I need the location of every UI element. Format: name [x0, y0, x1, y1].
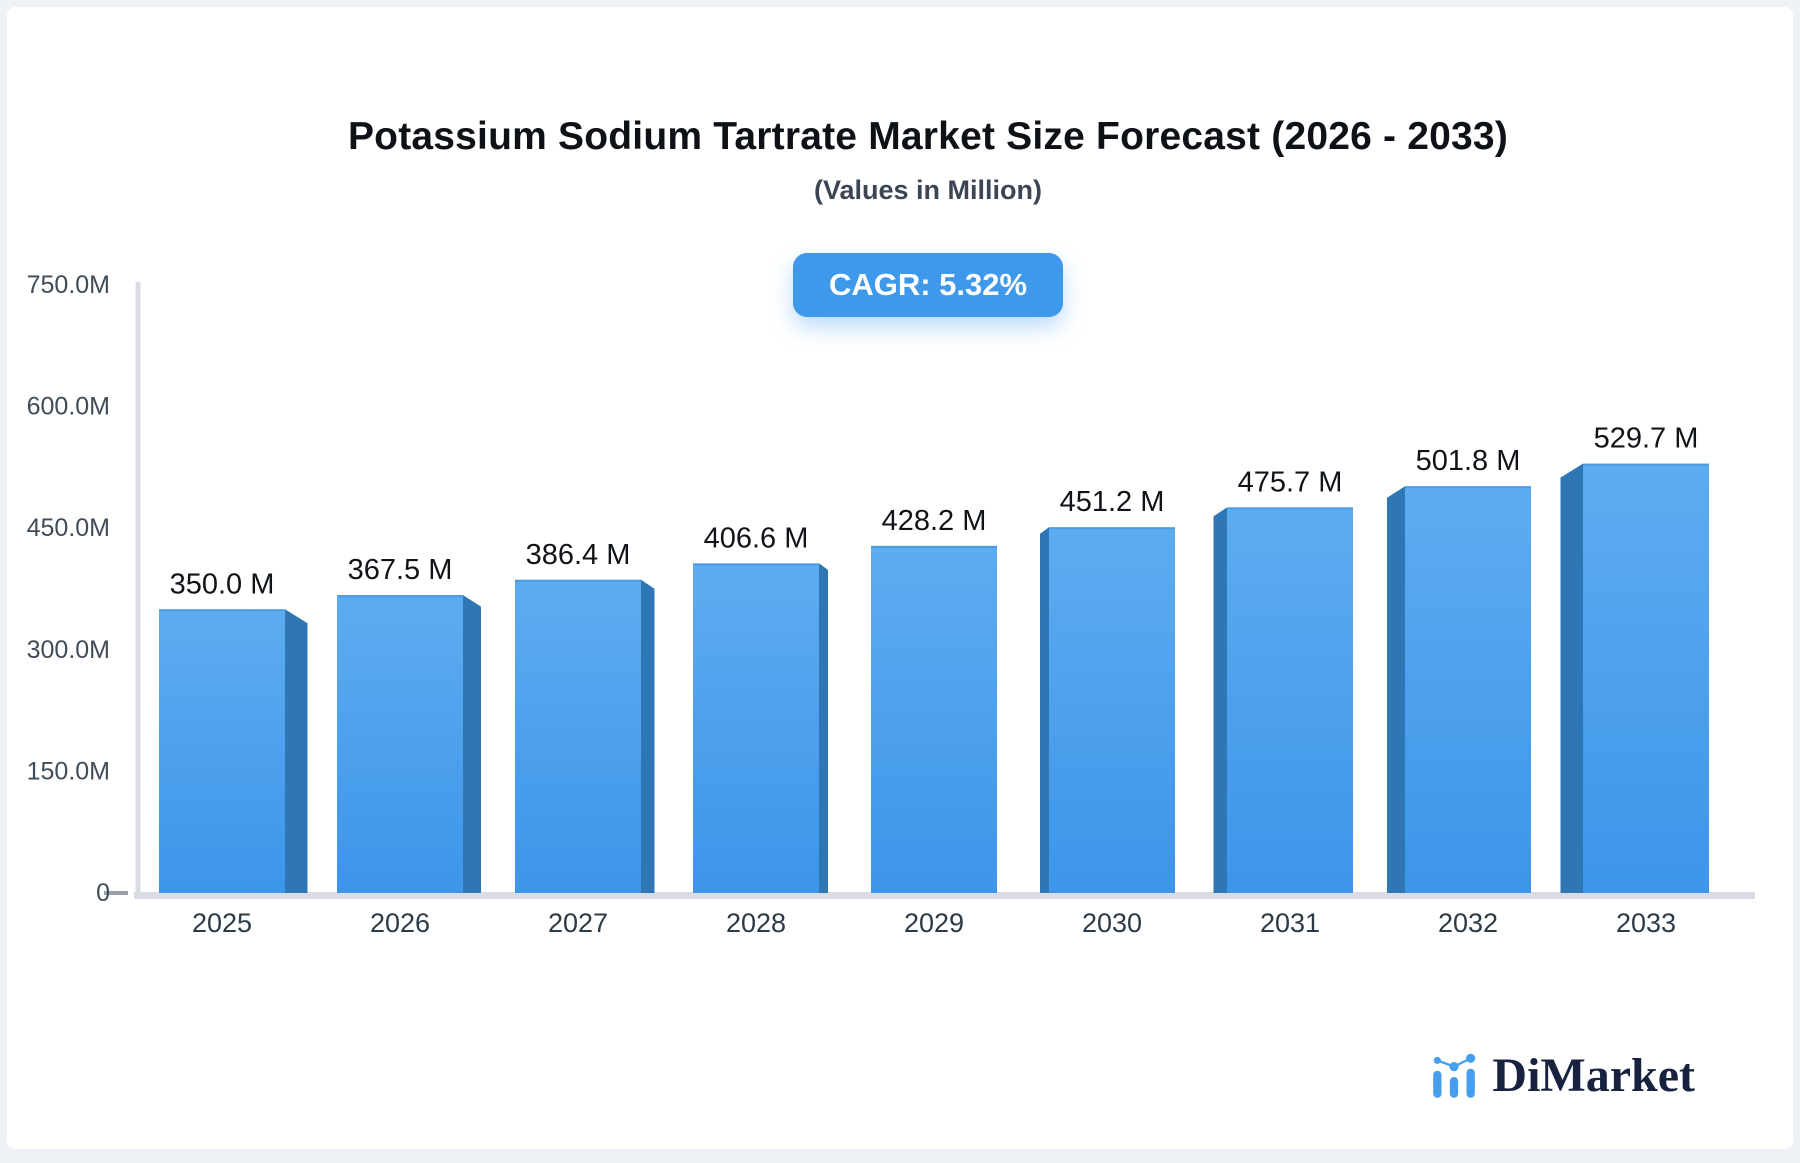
x-tick-label: 2031 [1260, 908, 1320, 938]
bar-side-2030 [1040, 527, 1049, 893]
bar-value-label: 406.6 M [704, 522, 809, 554]
bar-side-2027 [641, 580, 655, 893]
x-axis-line [134, 892, 1755, 899]
bar-side-2031 [1214, 507, 1228, 893]
brand-logo: DiMarket [1429, 1048, 1695, 1103]
x-tick-label: 2027 [548, 908, 608, 938]
x-tick-label: 2033 [1616, 908, 1676, 938]
x-tick-label: 2030 [1082, 908, 1142, 938]
y-tick-label: 150.0M [27, 757, 110, 785]
x-tick-label: 2028 [726, 908, 786, 938]
y-tick-label: 0 [96, 879, 110, 907]
bar-value-label: 428.2 M [882, 505, 987, 537]
logo-chart-icon [1429, 1051, 1479, 1101]
bar-side-2025 [285, 609, 308, 893]
bar-2026 [337, 595, 463, 893]
bar-value-label: 451.2 M [1060, 486, 1165, 518]
x-tick-label: 2025 [192, 908, 252, 938]
x-tick-label: 2032 [1438, 908, 1498, 938]
brand-name: DiMarket [1492, 1048, 1695, 1103]
market-size-bar-chart: 750.0M 600.0M 450.0M 300.0M 150.0M 0 350.0 M 20… [7, 7, 1800, 1163]
bar-2028 [693, 563, 819, 893]
y-axis-line [136, 282, 141, 894]
y-tick-label: 300.0M [27, 636, 110, 664]
bar-2031 [1227, 507, 1353, 893]
y-tick-label: 450.0M [27, 514, 110, 542]
bar-2029 [871, 546, 997, 893]
bar-2032 [1405, 486, 1531, 893]
bar-side-2028 [819, 563, 828, 893]
y-tick-label: 600.0M [27, 393, 110, 421]
x-tick-label: 2026 [370, 908, 430, 938]
bar-value-label: 386.4 M [526, 539, 631, 571]
bar-value-label: 367.5 M [348, 554, 453, 586]
chart-card: Potassium Sodium Tartrate Market Size Fo… [7, 7, 1793, 1149]
x-tick-label: 2029 [904, 908, 964, 938]
bar-value-label: 475.7 M [1238, 466, 1343, 498]
bar-2033 [1583, 464, 1709, 893]
bar-value-label: 350.0 M [170, 568, 275, 600]
y-tick-label: 750.0M [27, 271, 110, 299]
bar-side-2032 [1387, 486, 1405, 893]
bar-2030 [1049, 527, 1175, 893]
bar-2027 [515, 580, 641, 893]
bar-side-2026 [463, 595, 481, 893]
bar-2025 [159, 609, 285, 893]
bar-side-2033 [1561, 464, 1584, 893]
bar-value-label: 529.7 M [1594, 423, 1699, 455]
bar-value-label: 501.8 M [1416, 445, 1521, 477]
